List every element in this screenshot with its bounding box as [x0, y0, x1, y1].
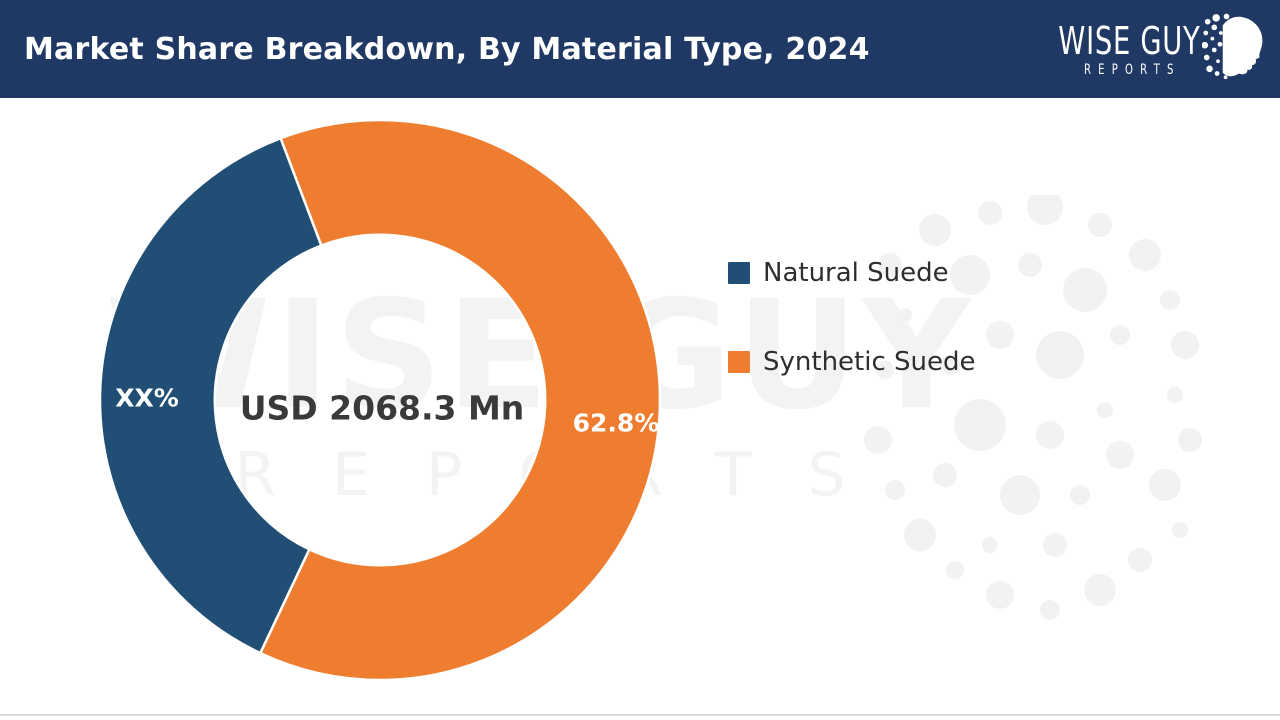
legend-label-synthetic-suede: Synthetic Suede — [763, 347, 976, 377]
legend-item-synthetic-suede: Synthetic Suede — [728, 347, 976, 377]
bottom-divider — [0, 714, 1280, 716]
legend-swatch-natural-suede — [728, 262, 750, 284]
header-bar: Market Share Breakdown, By Material Type… — [0, 0, 1280, 98]
donut-center-value: USD 2068.3 Mn — [239, 388, 525, 428]
wiseguy-logo: WISE GUY REPORTS — [1003, 8, 1268, 90]
legend-item-natural-suede: Natural Suede — [728, 258, 976, 288]
legend-swatch-synthetic-suede — [728, 351, 750, 373]
slice-label-synthetic-suede: 62.8% — [572, 408, 660, 438]
logo-wordmark-main: WISE GUY — [1057, 19, 1200, 63]
slice-label-natural-suede: XX% — [115, 383, 179, 413]
page-title: Market Share Breakdown, By Material Type… — [24, 31, 870, 67]
logo-wordmark-sub: REPORTS — [1083, 62, 1181, 78]
watermark-subtext: REPORTS — [234, 440, 902, 510]
legend-label-natural-suede: Natural Suede — [763, 258, 949, 288]
logo-wordmark: WISE GUY REPORTS — [1058, 20, 1200, 78]
face-dots-icon — [1202, 13, 1263, 80]
chart-legend: Natural Suede Synthetic Suede — [728, 258, 976, 436]
